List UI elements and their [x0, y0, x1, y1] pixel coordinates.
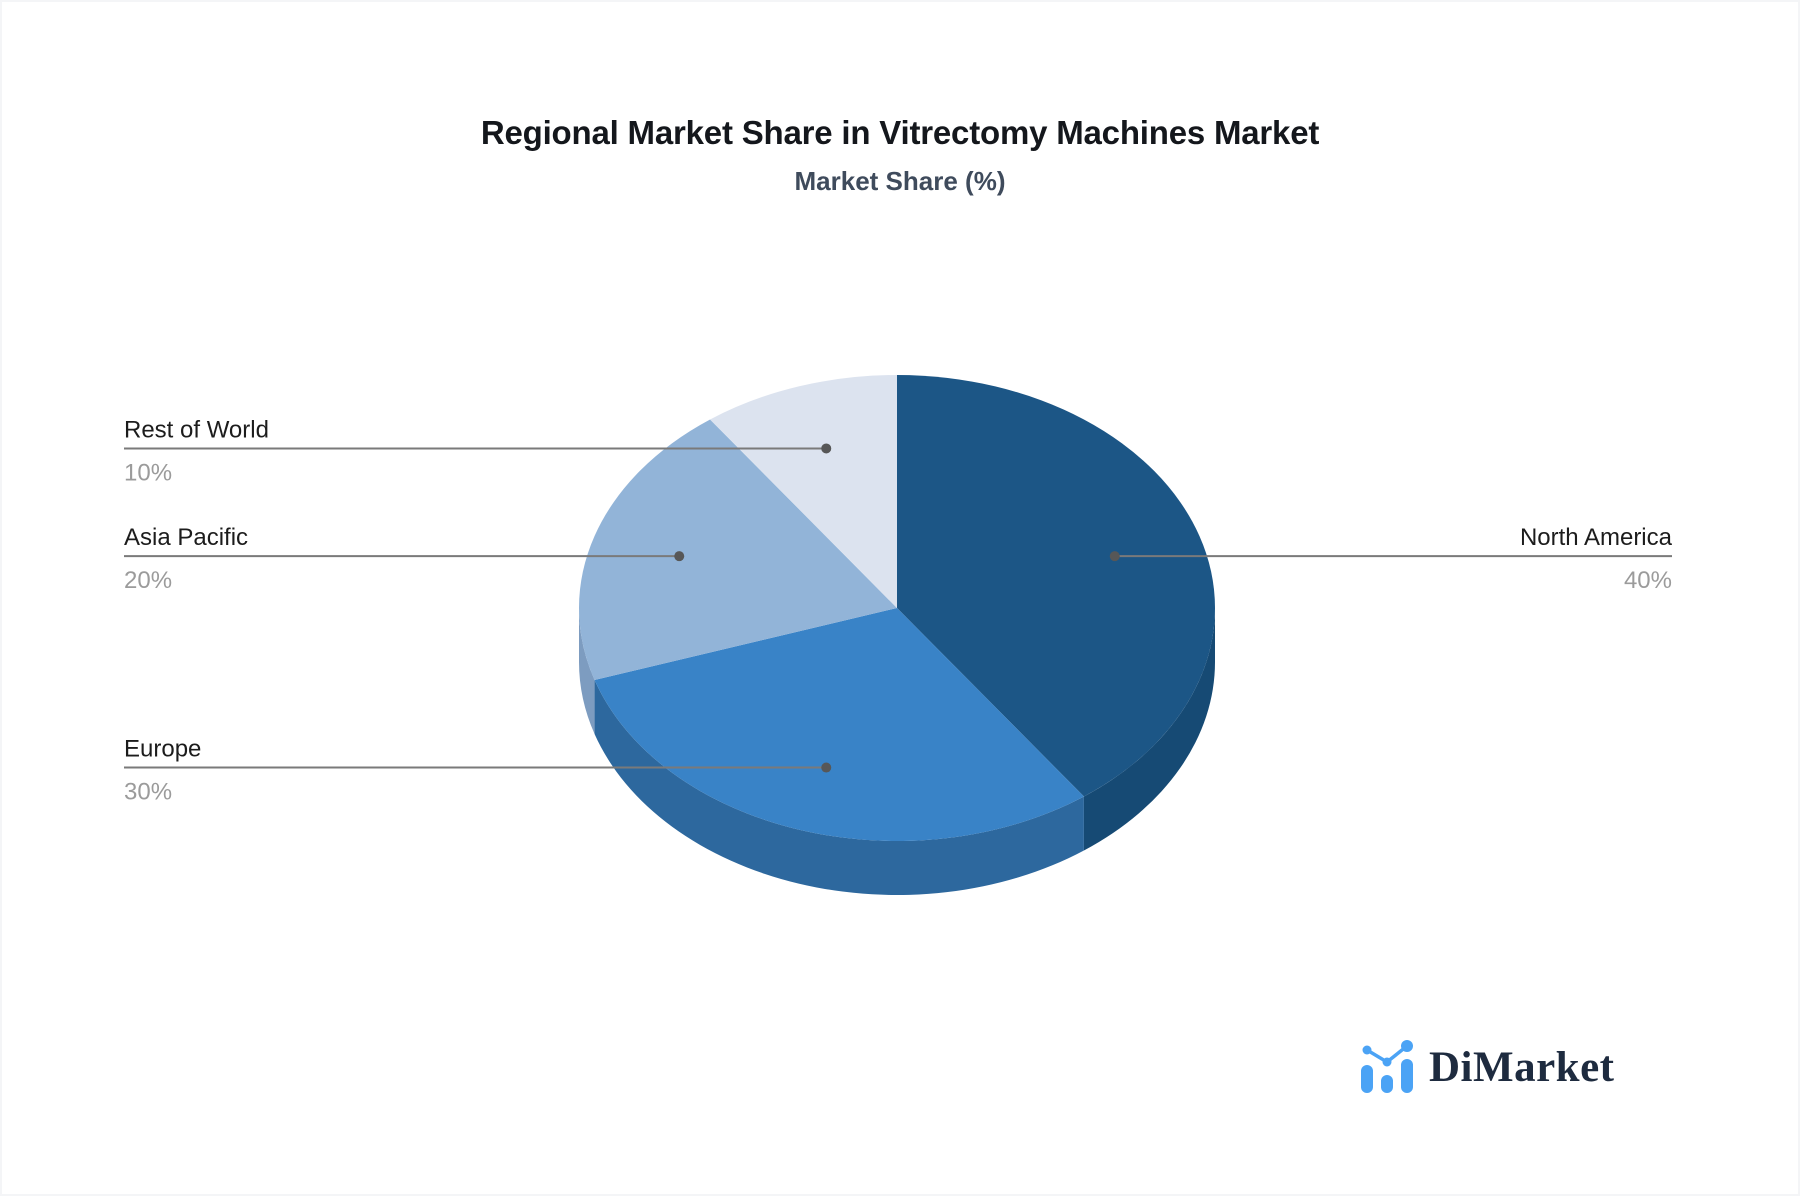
slice-pct-asia-pacific: 20%	[124, 567, 172, 594]
chart-title: Regional Market Share in Vitrectomy Mach…	[480, 114, 1320, 151]
pie-slice-side-north-america	[1083, 608, 1215, 851]
pie-slice-north-america	[897, 375, 1215, 797]
pie-slice-rest-of-world	[710, 375, 897, 608]
leader-dot-europe	[821, 762, 832, 773]
logo-bar	[1361, 1065, 1373, 1093]
slice-label-europe: Europe	[124, 736, 201, 763]
brand-name: DiMarket	[1429, 1043, 1615, 1091]
leader-dot-asia-pacific	[674, 551, 685, 562]
pie-slice-asia-pacific	[578, 419, 897, 681]
pie-slice-side-asia-pacific	[579, 608, 595, 735]
logo-bar	[1381, 1075, 1393, 1093]
pie-slice-side-europe	[594, 680, 1084, 895]
slice-pct-rest-of-world: 10%	[124, 459, 172, 486]
slice-label-rest-of-world: Rest of World	[124, 416, 269, 443]
logo-dot	[1382, 1057, 1392, 1067]
slice-label-asia-pacific: Asia Pacific	[124, 524, 248, 551]
slice-pct-north-america: 40%	[1624, 567, 1672, 594]
chart-subtitle: Market Share (%)	[794, 166, 1006, 196]
leader-dot-north-america	[1109, 551, 1120, 562]
logo-dot	[1362, 1045, 1372, 1055]
slice-label-north-america: North America	[1520, 524, 1673, 551]
brand-logo: DiMarket	[1358, 1036, 1615, 1098]
bar-chart-logo-icon	[1361, 1040, 1413, 1093]
logo-bar	[1401, 1059, 1413, 1093]
logo-dot	[1401, 1040, 1413, 1052]
leader-dot-rest-of-world	[821, 443, 832, 454]
slice-pct-europe: 30%	[124, 779, 172, 806]
pie-slice-europe	[594, 608, 1084, 842]
